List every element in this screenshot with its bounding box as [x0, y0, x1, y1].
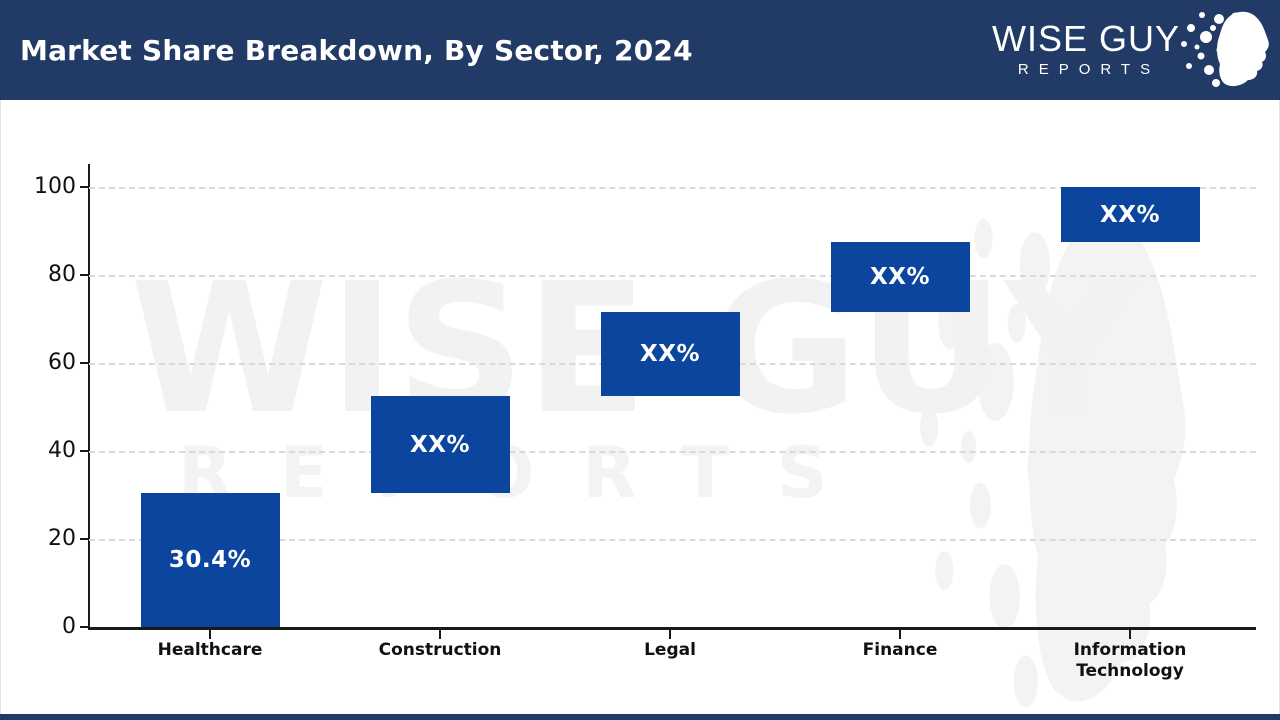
y-tick-mark — [80, 362, 89, 364]
logo-wordmark: WISE GUY — [991, 18, 1180, 59]
x-tick-mark — [209, 630, 211, 639]
x-category-label: Information Technology — [1073, 640, 1187, 682]
y-tick-mark — [80, 538, 89, 540]
y-tick-mark — [80, 186, 89, 188]
bar-segment: 30.4% — [140, 493, 280, 627]
page-title: Market Share Breakdown, By Sector, 2024 — [20, 33, 693, 67]
gridline — [89, 187, 1256, 189]
x-category-label: Construction — [378, 640, 502, 660]
x-category-label: Healthcare — [157, 640, 263, 660]
y-tick-label: 20 — [48, 526, 76, 551]
bar-value-label: XX% — [409, 431, 470, 458]
x-tick-mark — [439, 630, 441, 639]
logo-subtitle: REPORTS — [1017, 61, 1161, 78]
y-axis-spine — [88, 164, 90, 629]
y-tick-label: 100 — [34, 174, 76, 199]
gridline — [89, 275, 1256, 277]
y-tick-mark — [80, 274, 89, 276]
x-tick-mark — [669, 630, 671, 639]
bar-segment: XX% — [600, 312, 740, 396]
x-category-label: Legal — [644, 640, 696, 660]
y-tick-label: 80 — [48, 262, 76, 287]
x-tick-mark — [1129, 630, 1131, 639]
bar-value-label: XX% — [869, 264, 930, 291]
y-tick-label: 0 — [62, 614, 76, 639]
app-header: Market Share Breakdown, By Sector, 2024 … — [0, 0, 1280, 100]
bar-segment: XX% — [1060, 187, 1200, 242]
bar-value-label: 30.4% — [168, 547, 252, 574]
bar-segment: XX% — [830, 242, 970, 313]
x-tick-mark — [899, 630, 901, 639]
gridline — [89, 451, 1256, 453]
y-tick-mark — [80, 450, 89, 452]
y-tick-mark — [80, 626, 89, 628]
footer-bar — [0, 714, 1280, 720]
bar-value-label: XX% — [639, 341, 700, 368]
plot-area: 0 20 40 60 80 100 30.4% Healthcare XX% Constructi… — [0, 100, 1280, 720]
bar-segment: XX% — [370, 396, 510, 494]
chart-region: WISE GUY REPORTS 0 20 40 60 80 100 30.4% Health… — [0, 100, 1280, 720]
bar-value-label: XX% — [1099, 201, 1160, 228]
gridline — [89, 539, 1256, 541]
logo-head-icon — [1181, 11, 1269, 87]
wiseguy-logo: WISE GUY REPORTS — [992, 0, 1272, 100]
logo-text: WISE GUY REPORTS — [991, 18, 1180, 79]
x-axis-spine — [88, 627, 1256, 630]
y-tick-label: 60 — [48, 350, 76, 375]
x-category-label: Finance — [862, 640, 938, 660]
y-tick-label: 40 — [48, 438, 76, 463]
